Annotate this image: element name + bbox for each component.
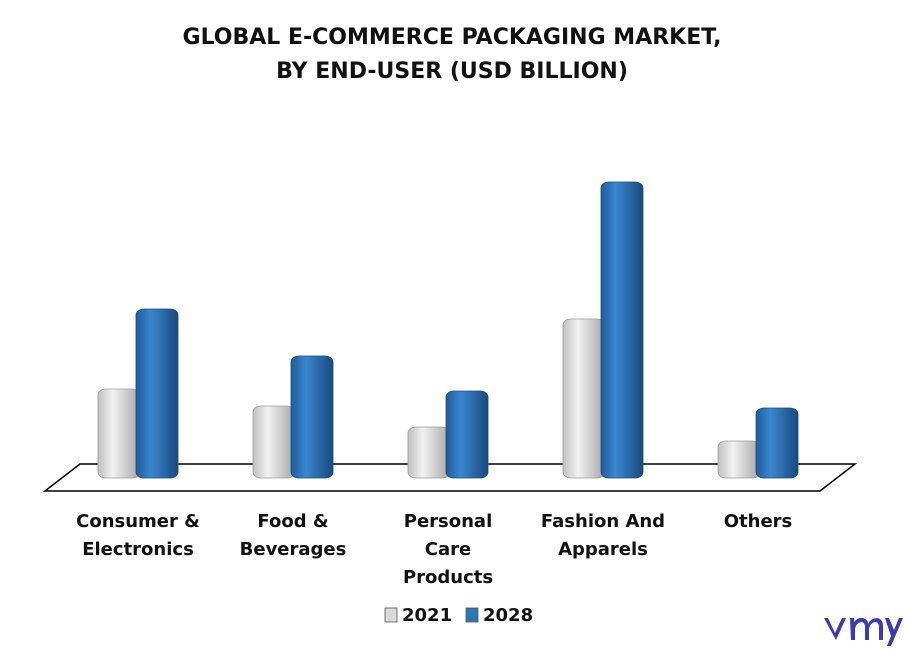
bar xyxy=(407,426,451,479)
legend-swatch xyxy=(384,607,398,623)
legend-swatch xyxy=(465,607,479,623)
bar xyxy=(755,407,799,479)
bar xyxy=(290,355,334,479)
x-tick-label: Others xyxy=(723,511,793,532)
bar xyxy=(135,308,179,479)
chart-subtitle: BY END-USER (USD BILLION) xyxy=(276,59,628,84)
x-tick-label: Personal Care Products xyxy=(402,511,494,588)
x-tick-label: Fashion And Apparels xyxy=(540,511,666,560)
legend-label: 2021 xyxy=(402,605,452,626)
bar xyxy=(252,405,296,479)
x-tick-label: Food & Beverages xyxy=(239,511,347,560)
chart-title: GLOBAL E-COMMERCE PACKAGING MARKET, xyxy=(183,25,722,50)
logo xyxy=(824,617,903,646)
x-tick-label: Consumer & Electronics xyxy=(76,511,200,560)
bar xyxy=(97,388,141,479)
bar xyxy=(717,440,761,479)
legend-label: 2028 xyxy=(483,605,533,626)
bar xyxy=(600,181,644,479)
bar xyxy=(445,390,489,479)
bar xyxy=(562,318,606,479)
